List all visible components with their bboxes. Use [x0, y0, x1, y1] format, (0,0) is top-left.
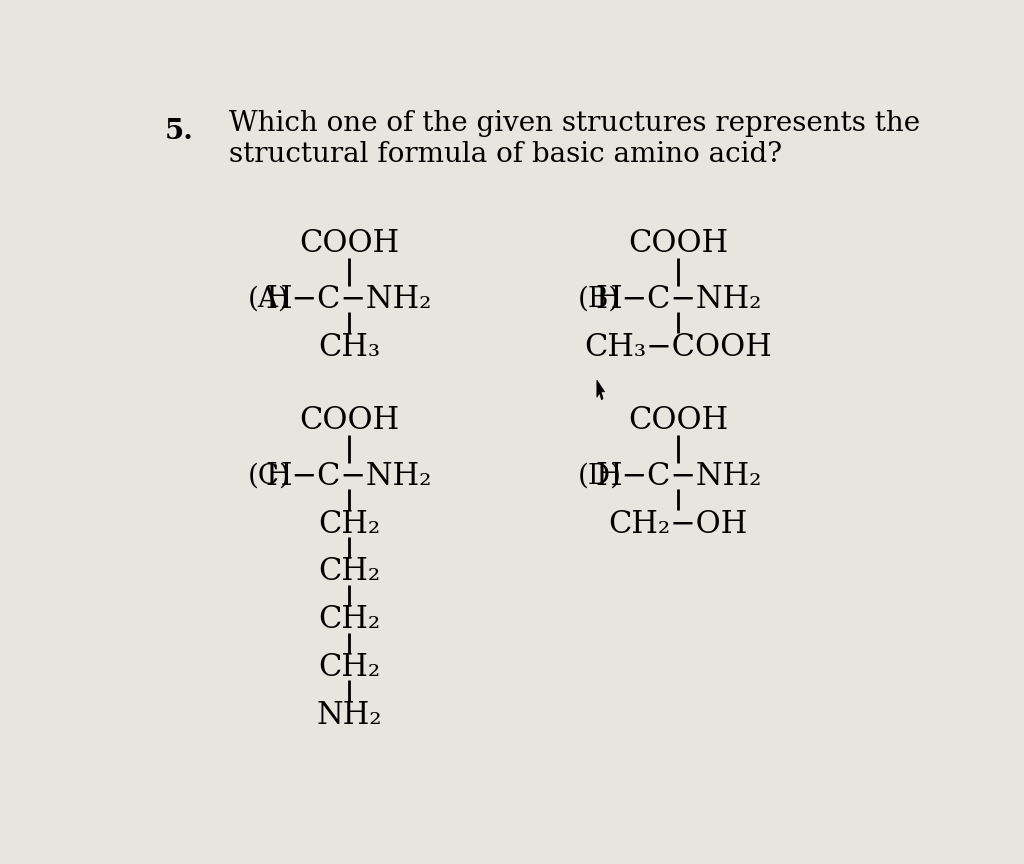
Text: CH₂: CH₂	[317, 651, 380, 683]
Text: CH₂: CH₂	[317, 509, 380, 540]
Text: 5.: 5.	[165, 118, 195, 145]
Text: COOH: COOH	[299, 405, 399, 436]
Text: NH₂: NH₂	[316, 700, 382, 731]
Text: CH₂: CH₂	[317, 604, 380, 635]
Text: CH₃−COOH: CH₃−COOH	[585, 332, 772, 363]
Text: COOH: COOH	[299, 228, 399, 259]
Text: (B): (B)	[578, 286, 620, 313]
Text: CH₂−OH: CH₂−OH	[608, 509, 748, 540]
Text: H−C−NH₂: H−C−NH₂	[265, 283, 432, 314]
Text: H−C−NH₂: H−C−NH₂	[595, 461, 762, 492]
Polygon shape	[597, 380, 604, 400]
Text: (A): (A)	[248, 286, 290, 313]
Text: COOH: COOH	[628, 405, 728, 436]
Text: CH₂: CH₂	[317, 556, 380, 588]
Text: Which one of the given structures represents the: Which one of the given structures repres…	[228, 111, 920, 137]
Text: H−C−NH₂: H−C−NH₂	[595, 283, 762, 314]
Text: (D): (D)	[578, 463, 622, 490]
Text: structural formula of basic amino acid?: structural formula of basic amino acid?	[228, 141, 782, 168]
Text: CH₃: CH₃	[317, 332, 380, 363]
Text: COOH: COOH	[628, 228, 728, 259]
Text: (C): (C)	[248, 463, 291, 490]
Text: H−C−NH₂: H−C−NH₂	[265, 461, 432, 492]
